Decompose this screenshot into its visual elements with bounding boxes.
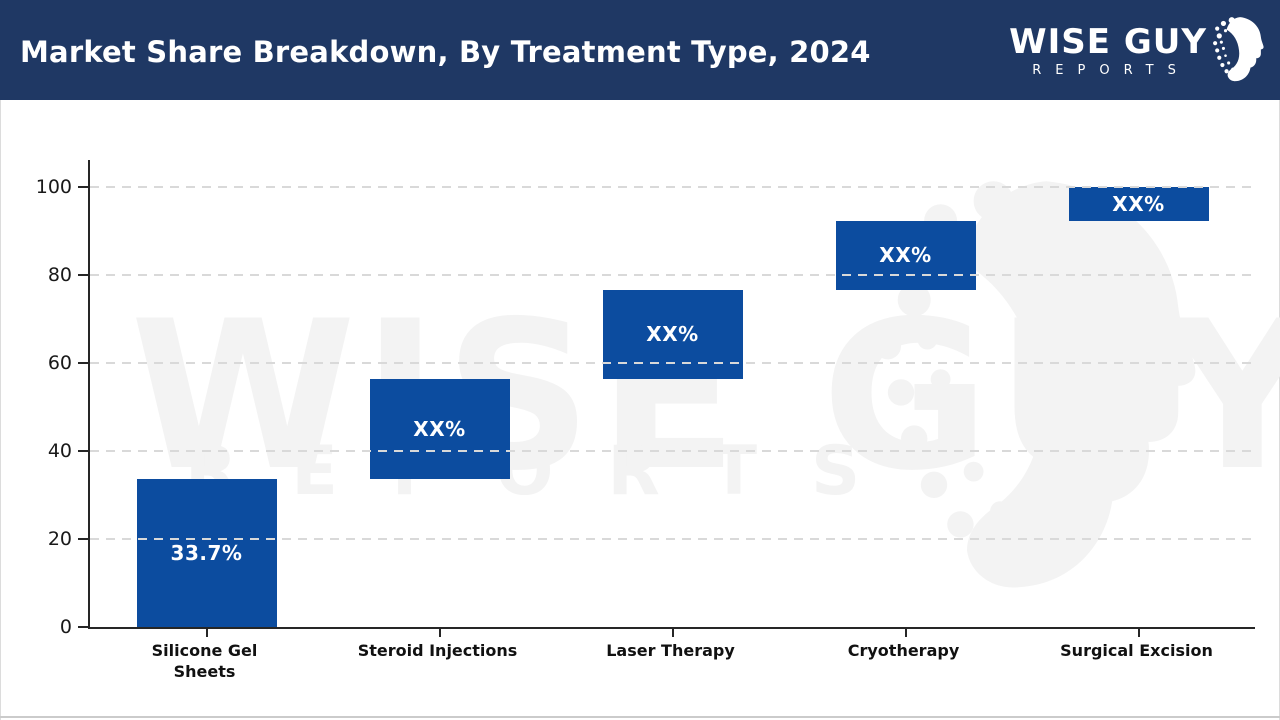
y-tick-label: 100 xyxy=(35,176,72,198)
bar-value-label: XX% xyxy=(879,243,932,268)
brand-logo-text: WISE GUY REPORTS xyxy=(1009,25,1207,77)
x-axis-label-cell: Silicone Gel Sheets xyxy=(88,641,321,683)
bar: 33.7% xyxy=(136,478,277,627)
y-tick xyxy=(78,186,90,188)
x-axis-label-cell: Laser Therapy xyxy=(554,641,787,683)
y-tick xyxy=(78,538,90,540)
y-tick-label: 60 xyxy=(47,352,72,374)
y-tick-label: 20 xyxy=(47,528,72,550)
gridline xyxy=(90,274,1255,276)
y-tick-label: 40 xyxy=(47,440,72,462)
x-axis-label-cell: Steroid Injections xyxy=(321,641,554,683)
chart-title: Market Share Breakdown, By Treatment Typ… xyxy=(20,35,871,69)
gridline xyxy=(90,450,1255,452)
y-tick xyxy=(78,362,90,364)
x-axis-label-cell: Cryotherapy xyxy=(787,641,1020,683)
bar: XX% xyxy=(369,378,510,479)
x-axis-label: Steroid Injections xyxy=(357,641,518,660)
bar-value-label: XX% xyxy=(413,416,466,441)
header-bar: Market Share Breakdown, By Treatment Typ… xyxy=(0,0,1280,100)
brand-logo: WISE GUY REPORTS xyxy=(1009,15,1264,88)
y-tick-label: 80 xyxy=(47,264,72,286)
x-tick xyxy=(1137,627,1140,637)
watermark-subtext: REPORTS xyxy=(185,432,915,511)
gridline xyxy=(90,362,1255,364)
x-axis-label: Silicone Gel Sheets xyxy=(151,641,258,681)
y-tick xyxy=(78,274,90,276)
bar: XX% xyxy=(1068,187,1209,221)
bar: XX% xyxy=(835,220,976,290)
y-tick xyxy=(78,450,90,452)
x-axis-label: Laser Therapy xyxy=(606,641,735,660)
y-tick-label: 0 xyxy=(59,616,72,638)
x-tick xyxy=(671,627,674,637)
x-tick xyxy=(205,627,208,637)
x-axis-label: Surgical Excision xyxy=(1060,641,1213,660)
x-axis-label: Cryotherapy xyxy=(847,641,960,660)
bar-value-label: XX% xyxy=(1112,191,1165,216)
x-axis-label-cell: Surgical Excision xyxy=(1020,641,1253,683)
logo-face-icon xyxy=(1213,16,1264,81)
x-axis-labels: Silicone Gel Sheets Steroid Injections Las… xyxy=(88,641,1253,683)
bar-value-label: 33.7% xyxy=(170,540,243,565)
x-tick xyxy=(904,627,907,637)
bar: XX% xyxy=(602,289,743,379)
gridline xyxy=(90,538,1255,540)
bar-value-label: XX% xyxy=(646,322,699,347)
gridline xyxy=(90,186,1255,188)
x-tick xyxy=(438,627,441,637)
logo-subtext: REPORTS xyxy=(1032,63,1190,78)
plot-area: 33.7% XX% XX% XX% XX% 0 20 40 60 80 100 xyxy=(36,160,1255,638)
logo-wordmark: WISE GUY xyxy=(1009,22,1207,62)
y-tick xyxy=(78,626,90,628)
bottom-rule xyxy=(0,716,1280,718)
